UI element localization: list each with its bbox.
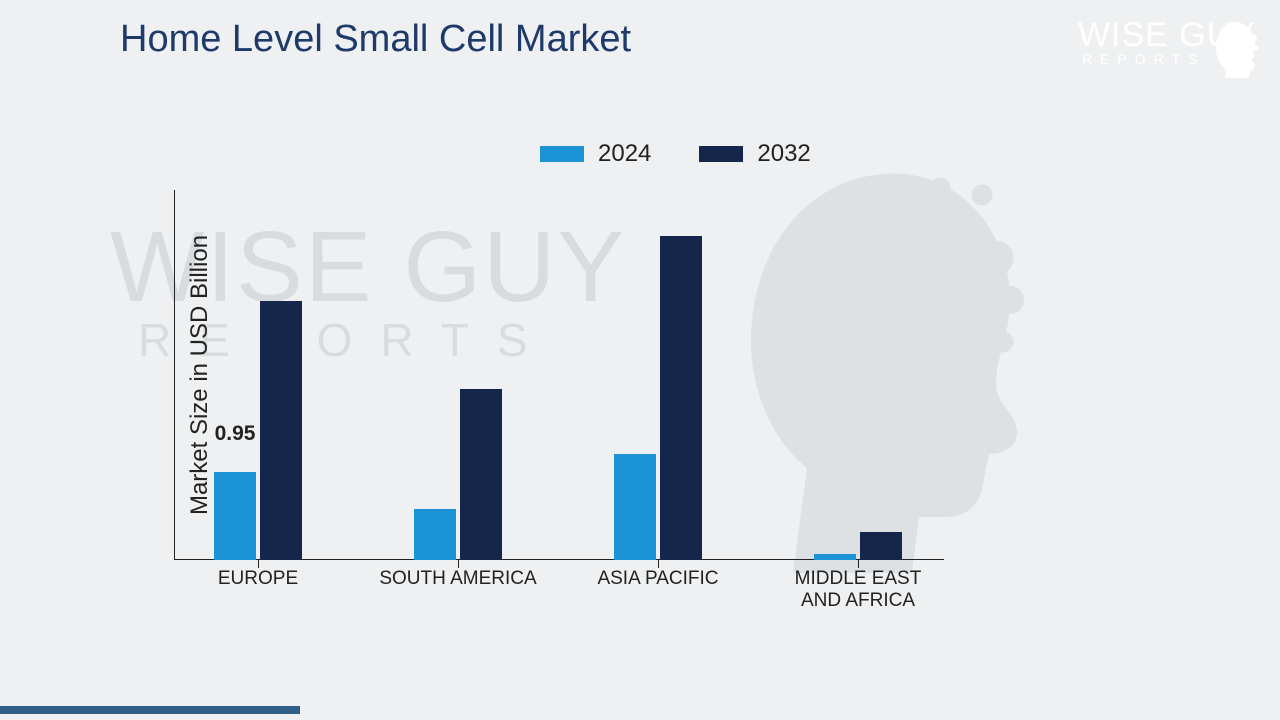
legend-swatch — [699, 146, 743, 162]
bar-group: EUROPE — [214, 190, 302, 560]
brand-logo: WISE GUY REPORTS — [1078, 16, 1256, 67]
category-label: MIDDLE EAST AND AFRICA — [778, 568, 938, 612]
bar-group: MIDDLE EAST AND AFRICA — [814, 190, 902, 560]
chart-legend: 2024 2032 — [540, 140, 811, 168]
legend-item: 2024 — [540, 140, 651, 168]
bar — [214, 472, 256, 560]
category-label: ASIA PACIFIC — [578, 568, 738, 590]
value-label: 0.95 — [215, 422, 256, 446]
bar — [414, 509, 456, 560]
x-tick — [858, 560, 859, 568]
plot-area: EUROPE SOUTH AMERICA ASIA PACIFIC MIDDLE EA… — [174, 190, 944, 560]
stage: WISE GUY REPORTS Home Level Small Cell M… — [0, 0, 1280, 720]
x-tick — [658, 560, 659, 568]
bar — [460, 389, 502, 560]
category-label: EUROPE — [178, 568, 338, 590]
legend-label: 2032 — [757, 140, 810, 168]
bar-chart: Market Size in USD Billion 2024 2032 EUR… — [80, 140, 960, 610]
bar — [660, 236, 702, 560]
y-axis-line — [174, 190, 175, 560]
x-tick — [458, 560, 459, 568]
bar — [860, 532, 902, 560]
accent-bar — [0, 706, 300, 714]
bar-group: ASIA PACIFIC — [614, 190, 702, 560]
page-title: Home Level Small Cell Market — [120, 18, 631, 61]
bar — [814, 554, 856, 560]
x-tick — [258, 560, 259, 568]
bar — [614, 454, 656, 560]
brand-head-icon — [1202, 18, 1262, 78]
legend-label: 2024 — [598, 140, 651, 168]
bar-group: SOUTH AMERICA — [414, 190, 502, 560]
category-label: SOUTH AMERICA — [378, 568, 538, 590]
legend-item: 2032 — [699, 140, 810, 168]
bar — [260, 301, 302, 560]
legend-swatch — [540, 146, 584, 162]
